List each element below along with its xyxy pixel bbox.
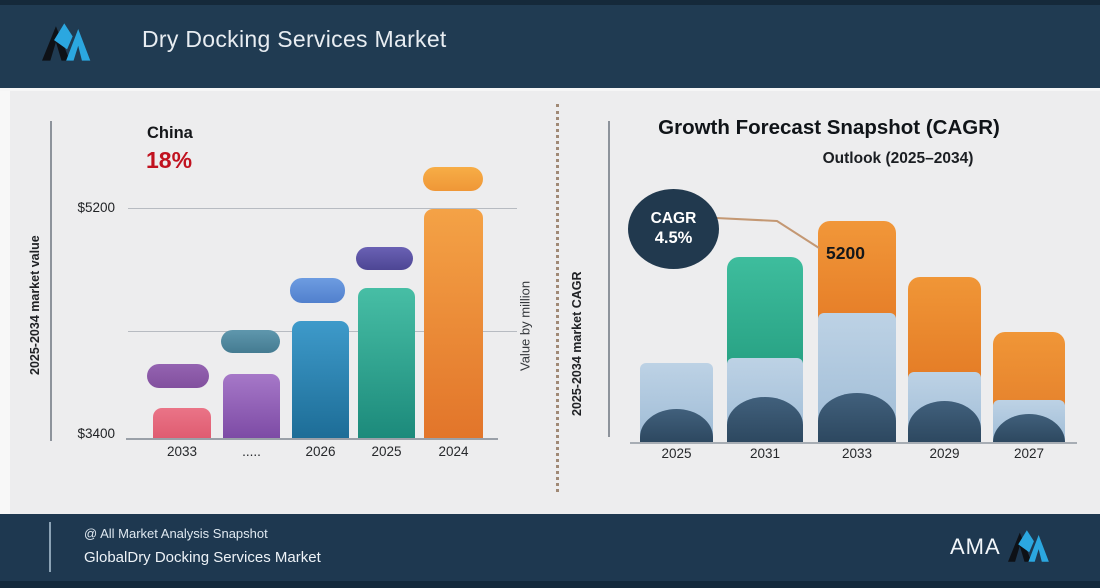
peak-value-label: 5200 <box>826 243 865 263</box>
cagr-badge-value: 4.5% <box>654 229 693 248</box>
right-chart-subtitle: Outlook (2025–2034) <box>822 150 974 167</box>
left-x-label-2033: 2033 <box>166 444 198 459</box>
left-bar-cap-2033 <box>147 364 209 388</box>
right-y-axis <box>608 121 610 437</box>
right-chart-plot: 2025 2031 2033 2029 2027 <box>558 88 1100 514</box>
right-bar-base-2033 <box>818 393 896 442</box>
left-bar-cap-..... <box>221 330 280 353</box>
footer-band: @ All Market Analysis Snapshot GlobalDry… <box>0 514 1100 588</box>
cagr-badge: CAGR 4.5% <box>628 189 719 269</box>
footer-divider-line <box>49 522 51 572</box>
left-ytick-5200: $5200 <box>77 200 115 215</box>
right-x-label-2029: 2029 <box>929 446 960 461</box>
left-bar-..... <box>223 374 280 438</box>
main-panel: China 18% $5200 $3400 2025-2034 market v… <box>0 88 1100 514</box>
left-chart-country: China <box>147 124 193 142</box>
right-bar-top-2031 <box>727 257 803 366</box>
right-x-label-2027: 2027 <box>1013 446 1045 461</box>
left-bar-2024 <box>424 209 483 438</box>
right-x-label-2031: 2031 <box>749 446 781 461</box>
left-bar-cap-2025 <box>356 247 413 270</box>
footer-ama-logo-icon <box>1008 530 1049 562</box>
right-x-label-2025: 2025 <box>661 446 692 461</box>
left-chart-plot: 2033..... 2026 2025 2024 <box>0 88 556 514</box>
left-x-label-2026: 2026 <box>305 444 336 459</box>
left-bar-2025 <box>358 288 415 438</box>
left-chart-share: 18% <box>146 147 193 173</box>
footer-brand-text: AMA <box>950 534 1001 559</box>
right-bar-top-2033 <box>818 221 896 321</box>
left-x-label-.....: ..... <box>242 444 261 459</box>
right-x-label-2033: 2033 <box>841 446 873 461</box>
right-chart-title: Growth Forecast Snapshot (CAGR) <box>658 116 1000 139</box>
left-x-axis <box>126 438 498 440</box>
left-bar-cap-2024 <box>423 167 483 191</box>
right-bar-base-2029 <box>908 401 981 442</box>
cagr-badge-label: CAGR <box>650 210 697 227</box>
page-title: Dry Docking Services Market <box>142 26 447 52</box>
left-chart: China 18% $5200 $3400 2025-2034 market v… <box>0 88 556 514</box>
left-x-label-2025: 2025 <box>371 444 402 459</box>
bottom-edge-strip <box>0 581 1100 588</box>
ama-logo-icon <box>42 23 91 61</box>
footer-market-text: GlobalDry Docking Services Market <box>84 549 321 566</box>
left-ytick-3400: $3400 <box>77 426 115 441</box>
footer-snapshot-text: @ All Market Analysis Snapshot <box>84 526 268 541</box>
left-x-label-2024: 2024 <box>438 444 469 459</box>
right-x-axis <box>630 442 1077 444</box>
right-bar-top-2027 <box>993 332 1065 408</box>
header-band: Dry Docking Services Market <box>0 0 1100 90</box>
left-bar-2033 <box>153 408 211 438</box>
left-bar-2026 <box>292 321 349 438</box>
left-y-axis <box>50 121 52 441</box>
cagr-connector-line <box>715 217 820 249</box>
left-gridline-top <box>128 208 517 209</box>
top-edge-strip <box>0 0 1100 5</box>
right-bar-base-2031 <box>727 397 803 442</box>
panel-left-edge <box>0 88 10 514</box>
chart-divider <box>556 104 559 492</box>
right-bar-top-2029 <box>908 277 981 380</box>
panel-top-edge <box>0 88 1100 91</box>
left-bar-cap-2026 <box>290 278 345 303</box>
right-chart: Growth Forecast Snapshot (CAGR) Outlook … <box>558 88 1100 514</box>
